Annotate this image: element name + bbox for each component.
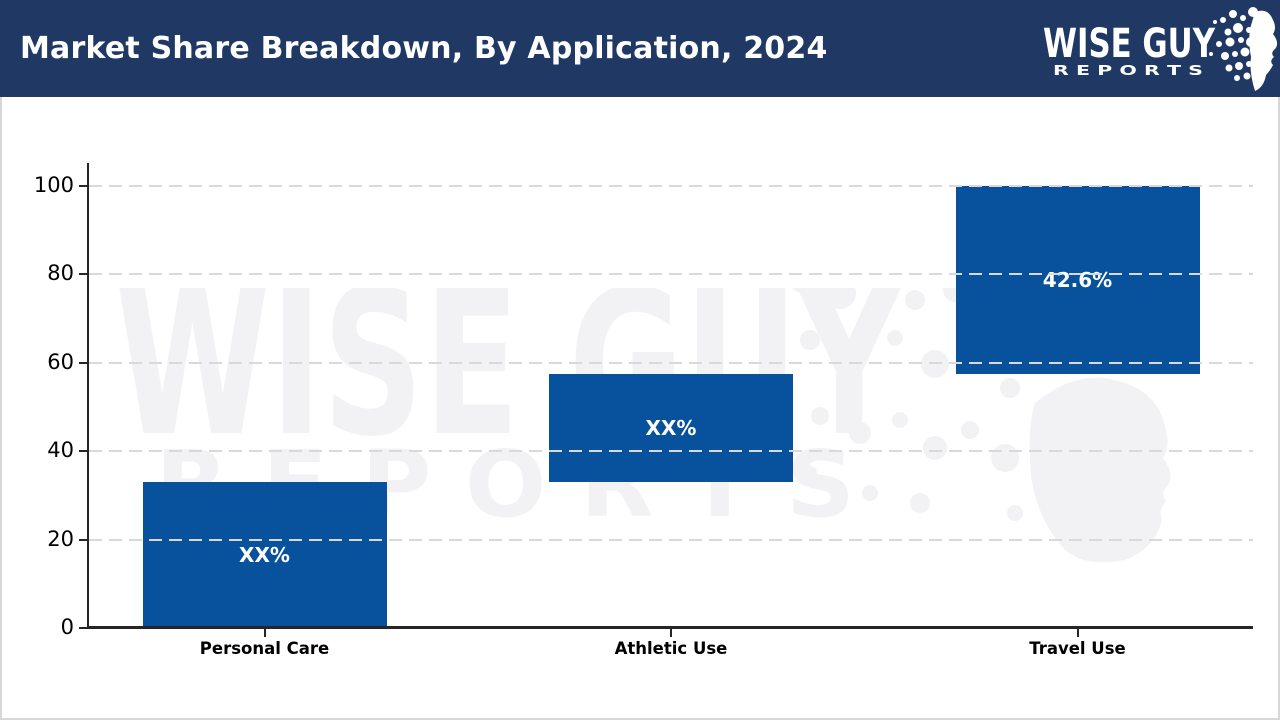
gridline-40: [89, 450, 1253, 453]
logo-wordmark: WISE GUY: [1043, 21, 1216, 67]
x-category-label: Personal Care: [199, 639, 330, 658]
y-tick-100: [79, 185, 87, 187]
x-category-label: Athletic Use: [614, 639, 728, 658]
y-tick-20: [79, 538, 87, 541]
y-tick-60: [79, 361, 87, 364]
gridline-80: [89, 273, 1253, 276]
gridline-100: [89, 185, 1253, 187]
bar-personal-care: XX%: [142, 482, 387, 628]
y-axis-spine: [87, 163, 89, 628]
x-tick-2: [670, 629, 672, 637]
y-tick-label-20: 20: [47, 526, 74, 551]
bar-value-label: 42.6%: [1042, 268, 1113, 293]
y-tick-label-100: 100: [33, 173, 74, 197]
y-tick-label-0: 0: [60, 615, 74, 639]
header-band: Market Share Breakdown, By Application, …: [0, 0, 1280, 97]
x-tick-3: [1076, 629, 1079, 637]
logo-subtitle: R E P O R T S: [1053, 64, 1203, 79]
y-tick-label-40: 40: [47, 438, 74, 463]
bar-value-label: XX%: [239, 543, 290, 568]
x-category-label: Travel Use: [1029, 639, 1126, 658]
y-tick-80: [79, 273, 87, 276]
bar-travel-use: 42.6%: [955, 186, 1200, 375]
wise-guy-reports-logo: WISE GUY R E P O R T S: [1043, 7, 1278, 91]
bar-value-label: XX%: [645, 416, 697, 441]
gridline-60: [89, 361, 1253, 364]
gridline-20: [89, 538, 1253, 541]
y-tick-40: [79, 450, 87, 453]
x-tick-1: [263, 629, 266, 637]
y-tick-label-80: 80: [47, 261, 74, 286]
bar-athletic-use: XX%: [549, 374, 793, 483]
y-tick-label-60: 60: [47, 349, 74, 374]
logo-face-profile-icon: [1249, 10, 1278, 91]
y-tick-0: [79, 627, 87, 629]
x-axis-spine: [87, 626, 1253, 629]
page-title: Market Share Breakdown, By Application, …: [20, 31, 828, 66]
